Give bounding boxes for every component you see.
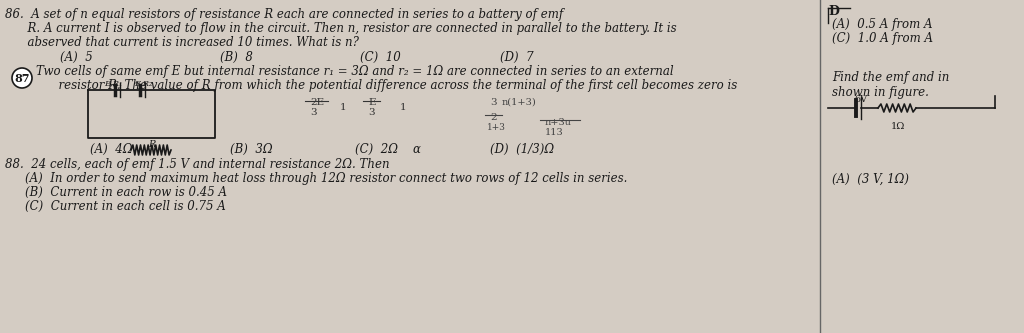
Text: (B)  8: (B) 8 (220, 51, 253, 64)
Text: D: D (828, 5, 839, 18)
Text: 3: 3 (368, 108, 375, 117)
Text: (B)  3Ω: (B) 3Ω (230, 143, 272, 156)
Text: 1: 1 (400, 103, 407, 112)
Text: (B)  Current in each row is 0.45 A: (B) Current in each row is 0.45 A (25, 186, 227, 199)
Text: 86.  A set of n equal resistors of resistance R each are connected in series to : 86. A set of n equal resistors of resist… (5, 8, 563, 21)
Text: E,R₂: E,R₂ (134, 79, 153, 87)
Text: R: R (148, 140, 156, 149)
Text: E: E (368, 98, 376, 107)
Text: (A)  5: (A) 5 (60, 51, 93, 64)
Text: (A)  (3 V, 1Ω): (A) (3 V, 1Ω) (831, 173, 909, 186)
Text: E,R₁: E,R₁ (104, 79, 123, 87)
Text: abserved that current is increased 10 times. What is n?: abserved that current is increased 10 ti… (5, 36, 358, 49)
Text: (A)  4Ω: (A) 4Ω (90, 143, 132, 156)
Text: (C)  1.0 A from A: (C) 1.0 A from A (831, 32, 933, 45)
Text: 1+3: 1+3 (487, 123, 506, 132)
Text: 87: 87 (14, 73, 30, 84)
Text: R. A current I is observed to flow in the circuit. Then n, resistor are connecte: R. A current I is observed to flow in th… (5, 22, 677, 35)
Text: 1Ω: 1Ω (891, 122, 905, 131)
Text: (D)  (1/3)Ω: (D) (1/3)Ω (490, 143, 554, 156)
Text: 6V: 6V (854, 95, 867, 104)
Text: (C)  Current in each cell is 0.75 A: (C) Current in each cell is 0.75 A (25, 200, 225, 213)
Text: (C)  2Ω    α: (C) 2Ω α (355, 143, 421, 156)
Text: 113: 113 (545, 128, 564, 137)
Text: Two cells of same emf E but internal resistance r₁ = 3Ω and r₂ = 1Ω are connecte: Two cells of same emf E but internal res… (36, 65, 674, 78)
Text: 88.  24 cells, each of emf 1.5 V and internal resistance 2Ω. Then: 88. 24 cells, each of emf 1.5 V and inte… (5, 158, 389, 171)
Text: 2: 2 (490, 113, 497, 122)
Text: 3: 3 (310, 108, 316, 117)
Text: resistor R. The value of R from which the potential difference across the termin: resistor R. The value of R from which th… (36, 79, 737, 92)
Text: 1: 1 (340, 103, 347, 112)
Text: n(1+3): n(1+3) (502, 98, 537, 107)
Text: (C)  10: (C) 10 (360, 51, 400, 64)
Circle shape (12, 68, 32, 88)
Text: 3: 3 (490, 98, 497, 107)
Text: (A)  0.5 A from A: (A) 0.5 A from A (831, 18, 933, 31)
Text: Find the emf and in
shown in figure.: Find the emf and in shown in figure. (831, 71, 949, 99)
Text: 2E: 2E (310, 98, 325, 107)
Text: (D)  7: (D) 7 (500, 51, 534, 64)
Text: (A)  In order to send maximum heat loss through 12Ω resistor connect two rows of: (A) In order to send maximum heat loss t… (25, 172, 628, 185)
Text: n+3u: n+3u (545, 118, 572, 127)
